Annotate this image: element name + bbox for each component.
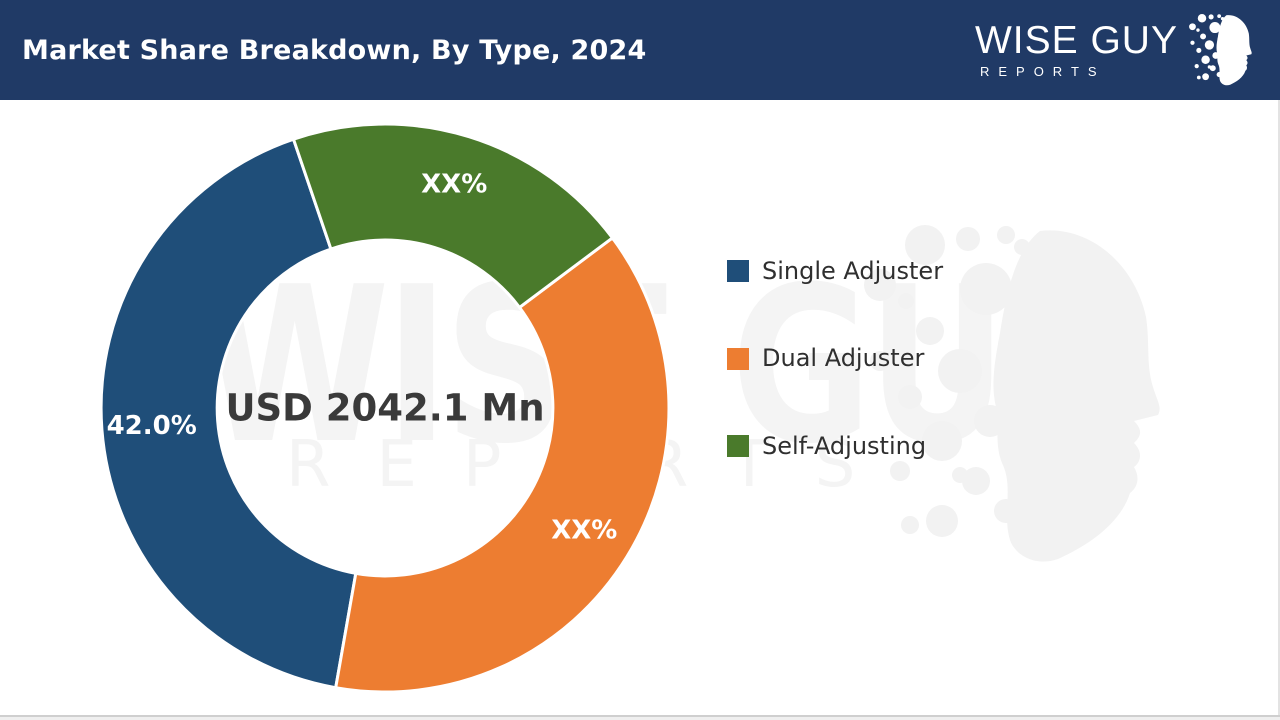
donut-chart: 42.0% XX% XX% — [99, 122, 671, 694]
face-dot — [1202, 73, 1209, 81]
pie-slice-single-adjuster — [99, 137, 358, 690]
face-dot — [1217, 14, 1222, 19]
face-dot — [1212, 52, 1220, 59]
face-profile-shape — [1216, 15, 1252, 86]
face-dot — [1221, 28, 1226, 32]
slice-label-dual-adjuster: XX% — [551, 516, 617, 546]
pie-slice-dual-adjuster — [334, 236, 671, 694]
legend-label-dual-adjuster: Dual Adjuster — [762, 344, 925, 373]
face-dot — [1196, 28, 1200, 32]
brand-face-icon — [1189, 14, 1252, 86]
legend-label-self-adjusting: Self-Adjusting — [762, 431, 927, 460]
legend-item-self-adjusting: Self-Adjusting — [727, 431, 943, 460]
brand-text: WISE GUY REPORTS — [975, 21, 1178, 79]
face-dot — [1217, 35, 1226, 44]
face-dot — [1216, 72, 1222, 78]
pie-slice-self-adjusting — [292, 122, 614, 309]
legend: Single Adjuster Dual Adjuster Self-Adjusti… — [727, 258, 943, 459]
face-dot — [1189, 23, 1196, 31]
face-dot — [1220, 16, 1225, 21]
page-title: Market Share Breakdown, By Type, 2024 — [22, 34, 647, 66]
face-dot — [1196, 47, 1202, 53]
right-edge-divider — [1278, 100, 1280, 720]
face-dot — [1194, 63, 1199, 69]
face-dot — [1223, 56, 1227, 60]
slice-label-single-adjuster: 42.0% — [107, 411, 197, 441]
brand-reports: REPORTS — [979, 64, 1106, 79]
legend-swatch-single-adjuster — [727, 260, 749, 283]
main-area: WISE GUY REPORTS 42.0%XX%XX% USD 2042.1 … — [0, 100, 1280, 720]
face-dot — [1197, 14, 1207, 23]
brand-logo: WISE GUY REPORTS — [975, 14, 1254, 86]
face-dot — [1209, 22, 1221, 34]
legend-swatch-dual-adjuster — [727, 347, 749, 370]
face-dot — [1201, 55, 1210, 64]
face-dot — [1190, 40, 1195, 45]
brand-name: WISE GUY — [974, 19, 1178, 62]
legend-swatch-self-adjusting — [727, 434, 749, 457]
legend-item-single-adjuster: Single Adjuster — [727, 258, 943, 284]
face-dot — [1204, 40, 1215, 50]
legend-item-dual-adjuster: Dual Adjuster — [727, 344, 943, 373]
face-dot — [1208, 14, 1214, 20]
bottom-edge-divider — [0, 715, 1280, 720]
legend-label-single-adjuster: Single Adjuster — [762, 257, 944, 285]
app-header: Market Share Breakdown, By Type, 2024 WI… — [0, 0, 1280, 100]
slice-label-self-adjusting: XX% — [421, 170, 487, 200]
donut-center-value: USD 2042.1 Mn — [225, 386, 545, 430]
face-dot — [1196, 75, 1201, 80]
face-dot — [1209, 65, 1216, 72]
face-dot — [1200, 33, 1207, 40]
